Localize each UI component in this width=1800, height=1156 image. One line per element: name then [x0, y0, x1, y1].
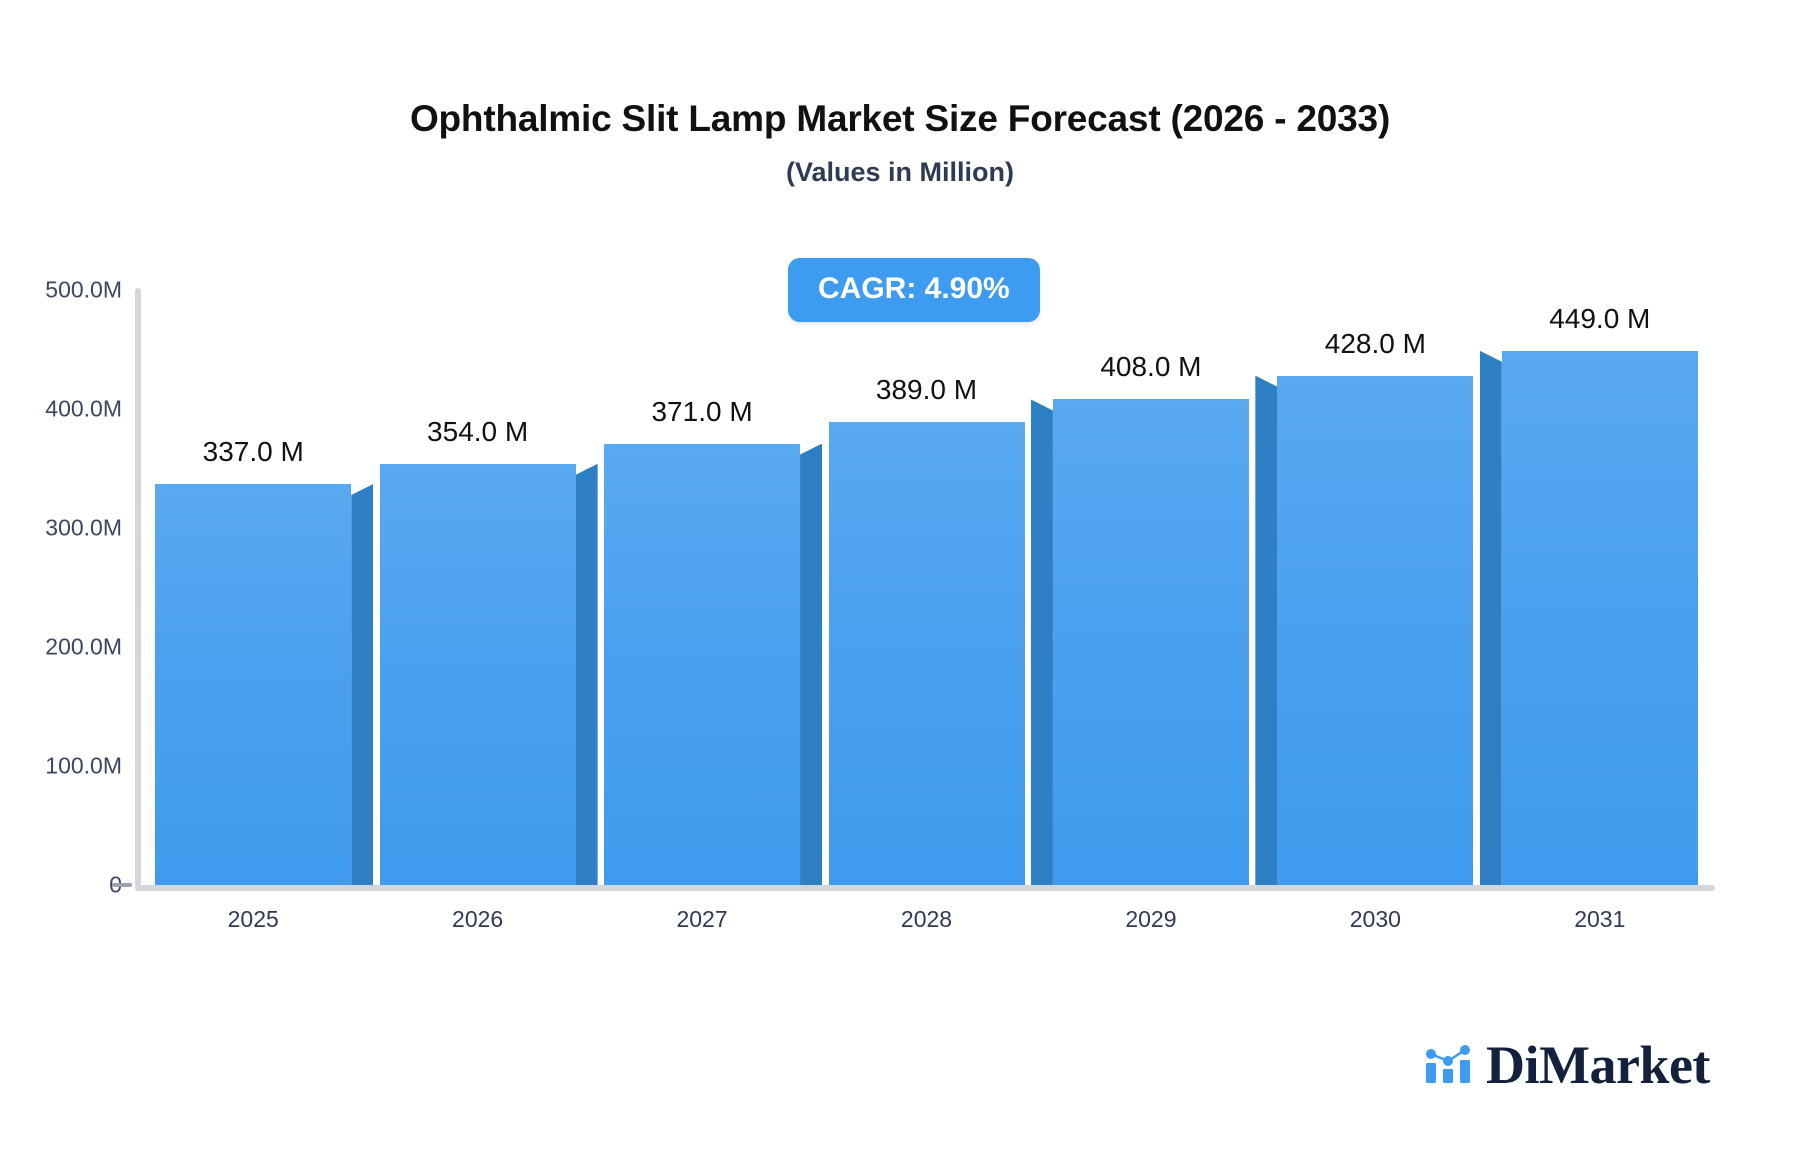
y-axis-tick-label: 200.0M: [45, 633, 122, 660]
bar-front-face: [379, 463, 576, 885]
chart-title: Ophthalmic Slit Lamp Market Size Forecas…: [409, 98, 1391, 139]
bar-front-face: [828, 422, 1025, 885]
bar-front-face: [1277, 375, 1474, 885]
bar-front-face: [1052, 399, 1249, 885]
bar-chart-icon: [1424, 1039, 1472, 1092]
bar-value-label: 408.0 M: [1100, 351, 1202, 383]
brand-logo: DiMarket: [1424, 1038, 1710, 1092]
bar-side-face: [1255, 375, 1278, 885]
chart-header: Ophthalmic Slit Lamp Market Size Forecas…: [0, 98, 1800, 188]
y-axis-tick-label: 500.0M: [45, 276, 122, 303]
bar-2025: 337.0 M: [155, 436, 374, 885]
bar-2030: 428.0 M: [1255, 328, 1474, 885]
x-axis-tick-label: 2027: [676, 906, 728, 932]
bar-side-face: [1030, 399, 1053, 885]
y-axis-zero-tick: [112, 883, 132, 887]
bar-side-face: [351, 483, 374, 885]
cagr-badge: CAGR: 4.90%: [788, 258, 1040, 322]
x-axis-tick-label: 2030: [1349, 906, 1401, 932]
bar-value-label: 449.0 M: [1549, 302, 1651, 334]
bar-value-label: 337.0 M: [202, 435, 304, 467]
y-axis-line: [135, 288, 141, 888]
y-axis-tick-label: 300.0M: [45, 514, 122, 541]
bar-value-label: 354.0 M: [427, 415, 529, 447]
chart-subtitle: (Values in Million): [785, 156, 1015, 187]
bar-2028: 389.0 M: [828, 374, 1025, 885]
x-axis-tick-label: 2028: [900, 906, 953, 932]
bar-2027: 371.0 M: [604, 396, 823, 885]
x-axis-tick-label: 2029: [1125, 906, 1177, 932]
logo-text: DiMarket: [1486, 1035, 1710, 1095]
x-axis-tick-label: 2025: [227, 906, 279, 932]
bar-value-label: 389.0 M: [875, 374, 978, 406]
y-axis-tick-label: 400.0M: [45, 395, 122, 422]
bar-side-face: [800, 443, 823, 885]
bar-front-face: [155, 483, 352, 885]
bar-2031: 449.0 M: [1479, 303, 1698, 885]
bar-value-label: 428.0 M: [1324, 327, 1426, 359]
bar-value-label: 371.0 M: [651, 395, 753, 427]
x-axis-tick-label: 2031: [1574, 906, 1626, 932]
y-axis-tick-label: 100.0M: [45, 752, 122, 779]
x-axis-tick-label: 2026: [452, 906, 504, 932]
bar-front-face: [1501, 350, 1698, 885]
bar-side-face: [575, 463, 598, 885]
bar-2029: 408.0 M: [1030, 351, 1249, 885]
bar-2026: 354.0 M: [379, 416, 598, 885]
bar-front-face: [604, 443, 801, 885]
bar-side-face: [1479, 350, 1502, 885]
x-axis-line: [135, 885, 1715, 891]
